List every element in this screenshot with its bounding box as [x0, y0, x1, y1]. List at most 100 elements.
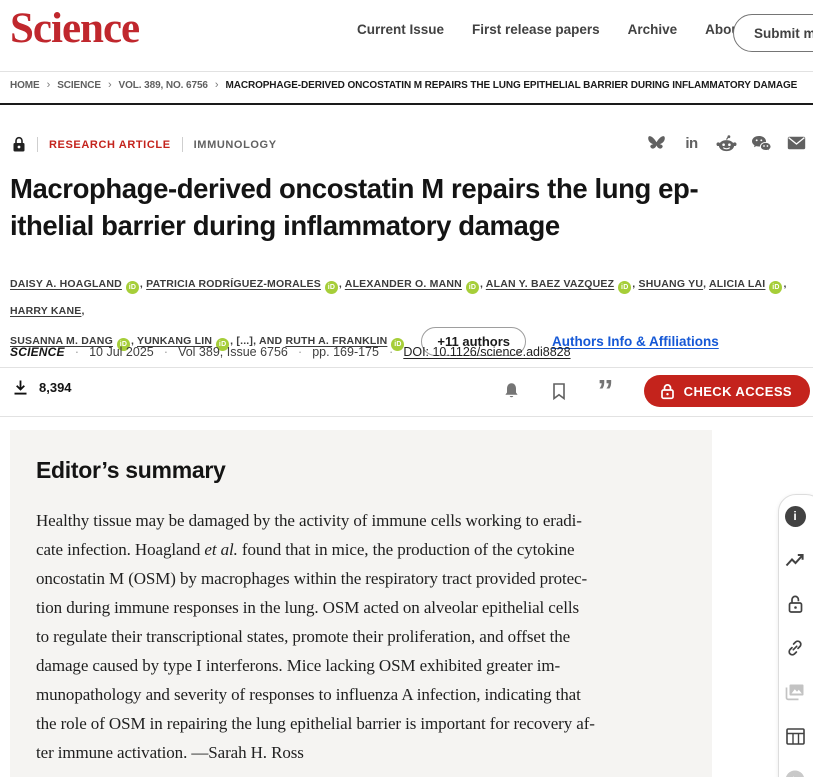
share-link-icon[interactable]: [784, 637, 806, 659]
author: ALICIA LAI iD,: [708, 278, 787, 294]
author-link[interactable]: SHUANG YU: [638, 278, 704, 290]
article-tools-sidebar: i: [778, 494, 813, 777]
journal-name: SCIENCE: [10, 344, 65, 359]
main-nav: Current Issue First release papers Archi…: [357, 22, 761, 37]
summary-text-part: found that in mice, the production of th…: [36, 540, 595, 762]
author: PATRICIA RODRÍGUEZ-MORALES iD,: [146, 278, 345, 294]
separator: [37, 137, 38, 152]
author-link[interactable]: SUSANNA M. DANG: [10, 335, 113, 347]
submit-manuscript-button[interactable]: Submit manuscript: [733, 14, 813, 52]
divider: [0, 416, 813, 417]
article-category-row: RESEARCH ARTICLE IMMUNOLOGY: [12, 136, 277, 153]
author-link[interactable]: ALAN Y. BAEZ VAZQUEZ: [485, 278, 615, 290]
author-link[interactable]: ALICIA LAI: [708, 278, 766, 290]
orcid-icon[interactable]: iD: [465, 281, 479, 294]
author: SHUANG YU,: [639, 278, 709, 290]
access-lock-icon[interactable]: [784, 593, 806, 615]
author-link[interactable]: YUNKANG LIN: [137, 335, 213, 347]
authors-info-affiliations-link[interactable]: Authors Info & Affiliations: [552, 334, 719, 349]
nav-archive[interactable]: Archive: [627, 22, 678, 37]
author-link[interactable]: DAISY A. HOAGLAND: [10, 278, 122, 290]
orcid-icon[interactable]: iD: [116, 338, 130, 351]
author: HARRY KANE,: [10, 305, 85, 317]
author-separator: ,: [139, 278, 147, 290]
category-research-article[interactable]: RESEARCH ARTICLE: [49, 138, 171, 151]
nav-first-release-papers[interactable]: First release papers: [472, 22, 600, 37]
metrics-trending-icon[interactable]: [784, 549, 806, 571]
actions-row: ” CHECK ACCESS: [502, 375, 810, 407]
breadcrumb-separator: ›: [107, 79, 112, 91]
orcid-icon[interactable]: iD: [216, 338, 230, 351]
figures-media-icon[interactable]: [784, 681, 806, 703]
lock-icon: [13, 136, 25, 152]
lock-icon: [660, 383, 674, 399]
editors-summary-heading: Editor’s summary: [36, 457, 226, 483]
breadcrumb-home[interactable]: HOME: [10, 80, 40, 91]
bluesky-share-icon[interactable]: [646, 133, 667, 153]
author: DAISY A. HOAGLAND iD,: [10, 278, 147, 294]
wechat-share-icon[interactable]: [751, 133, 772, 153]
reddit-share-icon[interactable]: [716, 133, 737, 153]
orcid-icon[interactable]: iD: [618, 281, 632, 294]
orcid-icon[interactable]: iD: [324, 281, 338, 294]
check-access-button[interactable]: CHECK ACCESS: [643, 375, 810, 407]
summary-etal-italic: et al.: [204, 540, 238, 559]
divider: [0, 71, 813, 72]
editors-summary-paragraph: Healthy tissue may be damaged by the act…: [36, 506, 691, 767]
info-i-glyph: i: [784, 505, 806, 527]
authors-row-2-names: SUSANNA M. DANG iD, YUNKANG LIN iD, [...],…: [10, 328, 405, 355]
breadcrumb-science[interactable]: SCIENCE: [57, 80, 101, 91]
cite-quote-icon[interactable]: ”: [597, 380, 614, 402]
information-icon[interactable]: i: [784, 505, 806, 527]
author-separator: ,: [230, 335, 237, 347]
play-media-icon[interactable]: [784, 769, 806, 777]
alerts-bell-icon[interactable]: [502, 381, 521, 401]
summary-text-part: Healthy tissue may be damaged by the act…: [36, 511, 582, 559]
email-share-icon[interactable]: [786, 133, 807, 153]
linkedin-label: in: [685, 134, 698, 152]
article-meta-row: SCIENCE · 10 Jul 2025 · Vol 389, Issue 6…: [10, 344, 571, 359]
breadcrumb-separator: ›: [46, 79, 51, 91]
bookmark-icon[interactable]: [551, 382, 567, 401]
downloads-count: 8,394: [39, 380, 72, 395]
download-icon: [14, 380, 27, 395]
author: ALEXANDER O. MANN iD,: [344, 278, 486, 294]
orcid-icon[interactable]: iD: [391, 338, 405, 351]
author-link[interactable]: RUTH A. FRANKLIN: [285, 335, 388, 347]
author: RUTH A. FRANKLIN iD: [285, 335, 405, 351]
author-separator: ,: [632, 278, 639, 290]
more-authors-button[interactable]: +11 authors: [421, 327, 527, 356]
author: ALAN Y. BAEZ VAZQUEZ iD,: [485, 278, 639, 294]
linkedin-share-icon[interactable]: in: [681, 133, 702, 153]
author-separator: ,: [130, 335, 137, 347]
author-link[interactable]: PATRICIA RODRÍGUEZ-MORALES: [146, 278, 321, 290]
downloads-metric[interactable]: 8,394: [12, 379, 72, 396]
breadcrumb-current-page: MACROPHAGE-DERIVED ONCOSTATIN M REPAIRS …: [225, 80, 798, 91]
editors-summary-box: Editor’s summary Healthy tissue may be d…: [10, 430, 712, 777]
meta-separator: ·: [388, 344, 394, 359]
nav-current-issue[interactable]: Current Issue: [357, 22, 445, 37]
breadcrumb: HOME › SCIENCE › VOL. 389, NO. 6756 › MACROPHA…: [10, 79, 813, 91]
share-icons-row: in: [646, 133, 807, 153]
separator: [181, 137, 183, 152]
orcid-icon[interactable]: iD: [125, 281, 139, 294]
doi-link[interactable]: DOI: 10.1126/science.adi8828: [403, 344, 571, 359]
subject-immunology[interactable]: IMMUNOLOGY: [193, 138, 277, 151]
author-link[interactable]: ALEXANDER O. MANN: [344, 278, 462, 290]
page-range: pp. 169-175: [312, 344, 379, 359]
orcid-icon[interactable]: iD: [769, 281, 783, 294]
science-logo[interactable]: Science: [10, 5, 140, 52]
author-link[interactable]: HARRY KANE: [10, 305, 82, 317]
tables-icon[interactable]: [784, 725, 806, 747]
author-separator: ,: [479, 278, 486, 290]
meta-separator: ·: [163, 344, 169, 359]
publish-date: 10 Jul 2025: [89, 344, 154, 359]
breadcrumb-volume[interactable]: VOL. 389, NO. 6756: [118, 80, 208, 91]
author: SUSANNA M. DANG iD,: [10, 335, 137, 351]
authors-row-1: DAISY A. HOAGLAND iD, PATRICIA RODRÍGUEZ-…: [10, 271, 808, 325]
article-title: Macrophage-derived oncostatin M repairs …: [10, 173, 699, 241]
author-separator: ,: [81, 305, 85, 317]
divider: [0, 367, 813, 368]
author-separator: ,: [703, 278, 709, 290]
